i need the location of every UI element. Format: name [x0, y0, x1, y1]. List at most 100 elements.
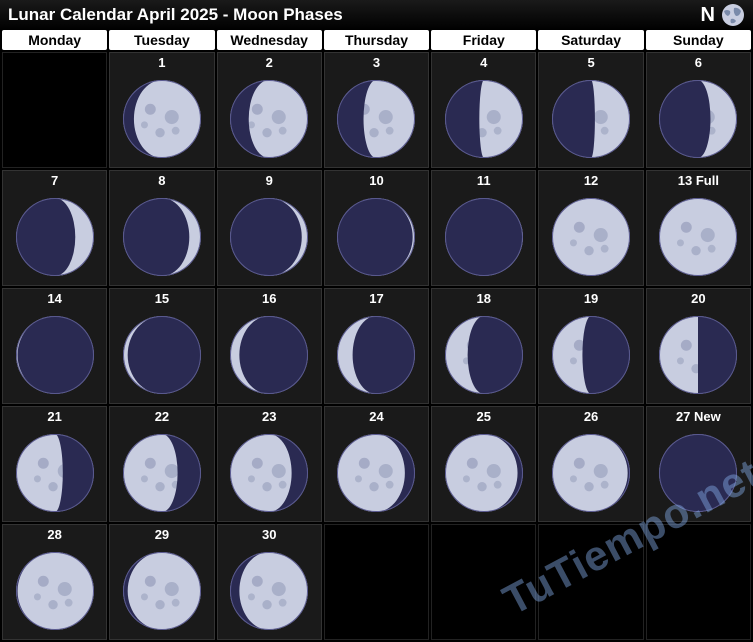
moon-phase-icon	[647, 189, 750, 285]
calendar-grid: 1 2 3 4	[0, 50, 753, 642]
date-label: 28	[3, 525, 106, 543]
moon-phase-icon	[647, 71, 750, 167]
weekday-header: Wednesday	[217, 30, 322, 50]
weekday-header: Monday	[2, 30, 107, 50]
moon-phase-icon	[432, 425, 535, 521]
weekday-header-row: MondayTuesdayWednesdayThursdayFridaySatu…	[0, 30, 753, 50]
moon-phase-icon	[3, 307, 106, 403]
date-label: 17	[325, 289, 428, 307]
calendar-cell[interactable]: 30	[217, 524, 322, 640]
date-label: 9	[218, 171, 321, 189]
calendar-cell[interactable]: 29	[109, 524, 214, 640]
date-label: 10	[325, 171, 428, 189]
date-label: 25	[432, 407, 535, 425]
date-label: 18	[432, 289, 535, 307]
moon-phase-icon	[218, 543, 321, 639]
date-label: 14	[3, 289, 106, 307]
page-title: Lunar Calendar April 2025 - Moon Phases	[8, 5, 343, 25]
date-label: 21	[3, 407, 106, 425]
date-label: 12	[539, 171, 642, 189]
calendar-cell[interactable]: 18	[431, 288, 536, 404]
date-label: 27 New	[647, 407, 750, 425]
calendar-cell[interactable]: 1	[109, 52, 214, 168]
date-label: 23	[218, 407, 321, 425]
calendar-cell[interactable]: 2	[217, 52, 322, 168]
moon-phase-icon	[110, 307, 213, 403]
moon-phase-icon	[647, 425, 750, 521]
date-label: 22	[110, 407, 213, 425]
moon-phase-icon	[432, 71, 535, 167]
moon-phase-icon	[325, 189, 428, 285]
date-label: 6	[647, 53, 750, 71]
calendar-cell[interactable]: 6	[646, 52, 751, 168]
calendar-cell[interactable]: 20	[646, 288, 751, 404]
moon-phase-icon	[325, 307, 428, 403]
date-label: 1	[110, 53, 213, 71]
calendar-cell[interactable]: 3	[324, 52, 429, 168]
moon-phase-icon	[539, 425, 642, 521]
moon-phase-icon	[325, 425, 428, 521]
moon-phase-icon	[218, 189, 321, 285]
calendar-cell[interactable]: 17	[324, 288, 429, 404]
moon-phase-icon	[218, 307, 321, 403]
date-label: 4	[432, 53, 535, 71]
calendar-cell[interactable]: 12	[538, 170, 643, 286]
moon-phase-icon	[110, 425, 213, 521]
date-label: 29	[110, 525, 213, 543]
calendar-cell[interactable]: 22	[109, 406, 214, 522]
globe-icon	[721, 3, 745, 27]
weekday-header: Thursday	[324, 30, 429, 50]
date-label: 3	[325, 53, 428, 71]
calendar-cell-empty	[2, 52, 107, 168]
page-header: Lunar Calendar April 2025 - Moon Phases …	[0, 0, 753, 30]
header-right: N	[701, 3, 745, 27]
weekday-header: Friday	[431, 30, 536, 50]
moon-phase-icon	[110, 189, 213, 285]
calendar-cell[interactable]: 11	[431, 170, 536, 286]
date-label: 19	[539, 289, 642, 307]
weekday-header: Tuesday	[109, 30, 214, 50]
calendar-cell[interactable]: 7	[2, 170, 107, 286]
calendar-cell[interactable]: 8	[109, 170, 214, 286]
calendar-cell[interactable]: 21	[2, 406, 107, 522]
date-label: 30	[218, 525, 321, 543]
date-label: 5	[539, 53, 642, 71]
calendar-cell[interactable]: 16	[217, 288, 322, 404]
calendar-cell[interactable]: 24	[324, 406, 429, 522]
moon-phase-icon	[539, 189, 642, 285]
moon-phase-icon	[110, 71, 213, 167]
calendar-cell-empty	[646, 524, 751, 640]
moon-phase-icon	[539, 307, 642, 403]
calendar-cell[interactable]: 9	[217, 170, 322, 286]
calendar-cell[interactable]: 5	[538, 52, 643, 168]
moon-phase-icon	[432, 307, 535, 403]
calendar-cell[interactable]: 4	[431, 52, 536, 168]
calendar-cell[interactable]: 13 Full	[646, 170, 751, 286]
date-label: 24	[325, 407, 428, 425]
calendar-cell[interactable]: 15	[109, 288, 214, 404]
calendar-cell[interactable]: 27 New	[646, 406, 751, 522]
calendar-cell[interactable]: 26	[538, 406, 643, 522]
calendar-cell[interactable]: 19	[538, 288, 643, 404]
calendar-cell[interactable]: 23	[217, 406, 322, 522]
moon-phase-icon	[218, 425, 321, 521]
date-label: 16	[218, 289, 321, 307]
date-label: 2	[218, 53, 321, 71]
calendar-cell-empty	[431, 524, 536, 640]
date-label: 26	[539, 407, 642, 425]
date-label: 13 Full	[647, 171, 750, 189]
date-label: 20	[647, 289, 750, 307]
calendar-cell[interactable]: 10	[324, 170, 429, 286]
weekday-header: Saturday	[538, 30, 643, 50]
calendar-cell[interactable]: 25	[431, 406, 536, 522]
date-label: 7	[3, 171, 106, 189]
calendar-cell[interactable]: 28	[2, 524, 107, 640]
moon-phase-icon	[3, 425, 106, 521]
moon-phase-icon	[325, 71, 428, 167]
hemisphere-letter: N	[701, 4, 715, 27]
moon-phase-icon	[3, 189, 106, 285]
calendar-cell[interactable]: 14	[2, 288, 107, 404]
calendar-cell-empty	[538, 524, 643, 640]
moon-phase-icon	[3, 543, 106, 639]
calendar-cell-empty	[324, 524, 429, 640]
